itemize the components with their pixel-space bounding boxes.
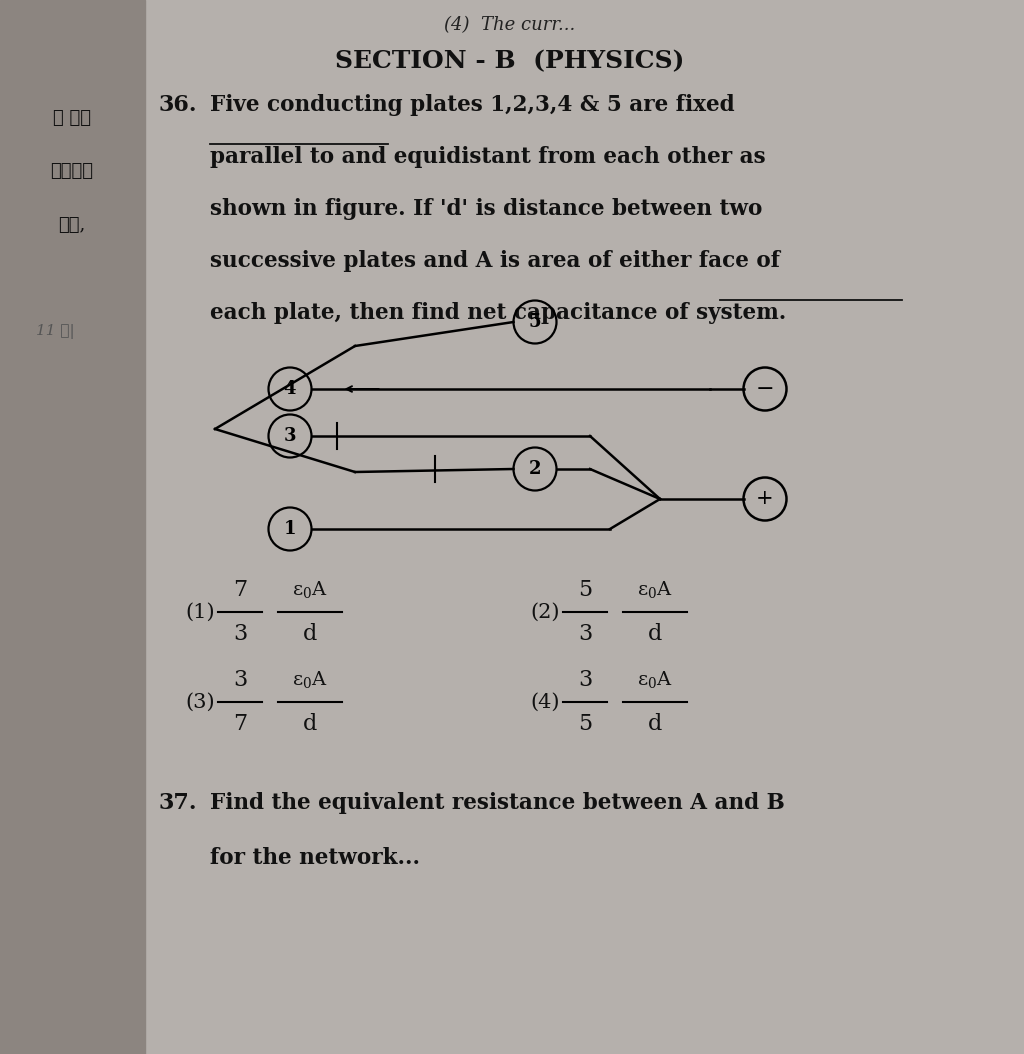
Text: +: + (756, 489, 774, 508)
Text: 3: 3 (284, 427, 296, 445)
Text: d: d (648, 713, 663, 735)
Text: 7: 7 (232, 579, 247, 601)
Text: मध्य: मध्य (50, 162, 93, 180)
Text: (2): (2) (530, 603, 559, 622)
Text: 5: 5 (578, 579, 592, 601)
Text: 3: 3 (232, 669, 247, 691)
Text: 5: 5 (578, 713, 592, 735)
Text: 1: 1 (284, 520, 296, 538)
Text: parallel to and equidistant from each other as: parallel to and equidistant from each ot… (210, 147, 766, 168)
Bar (0, 0, 145, 1054)
Text: d: d (303, 623, 317, 645)
Text: Find the equivalent resistance between A and B: Find the equivalent resistance between A… (210, 792, 784, 814)
Text: (3): (3) (185, 692, 215, 711)
Text: 11 ३|: 11 ३| (36, 324, 75, 339)
Text: d: d (648, 623, 663, 645)
Text: (1): (1) (185, 603, 215, 622)
Text: each plate, then find net capacitance of system.: each plate, then find net capacitance of… (210, 302, 786, 324)
Text: successive plates and A is area of either face of: successive plates and A is area of eithe… (210, 250, 780, 272)
Text: 5: 5 (528, 313, 542, 331)
Text: Five conducting plates 1,2,3,4 & 5 are fixed: Five conducting plates 1,2,3,4 & 5 are f… (210, 94, 734, 116)
Text: $\mathregular{\epsilon_0}$A: $\mathregular{\epsilon_0}$A (292, 580, 328, 601)
Text: र इस: र इस (53, 109, 91, 126)
Text: 3: 3 (578, 623, 592, 645)
Text: 2: 2 (528, 460, 542, 479)
Text: 3: 3 (232, 623, 247, 645)
Text: 7: 7 (232, 713, 247, 735)
Text: 37.: 37. (158, 792, 197, 814)
Text: तो,: तो, (58, 216, 86, 234)
Text: 36.: 36. (158, 94, 197, 116)
Text: $\mathregular{\epsilon_0}$A: $\mathregular{\epsilon_0}$A (637, 580, 673, 601)
Text: for the network...: for the network... (210, 847, 420, 868)
Text: SECTION - B  (PHYSICS): SECTION - B (PHYSICS) (335, 48, 685, 73)
Text: shown in figure. If 'd' is distance between two: shown in figure. If 'd' is distance betw… (210, 198, 763, 220)
Text: $\mathregular{\epsilon_0}$A: $\mathregular{\epsilon_0}$A (637, 669, 673, 690)
Text: (4)  The curr...: (4) The curr... (444, 16, 575, 34)
Text: −: − (756, 378, 774, 401)
Text: 4: 4 (284, 380, 296, 398)
Text: d: d (303, 713, 317, 735)
Text: 3: 3 (578, 669, 592, 691)
Text: (4): (4) (530, 692, 559, 711)
Text: $\mathregular{\epsilon_0}$A: $\mathregular{\epsilon_0}$A (292, 669, 328, 690)
